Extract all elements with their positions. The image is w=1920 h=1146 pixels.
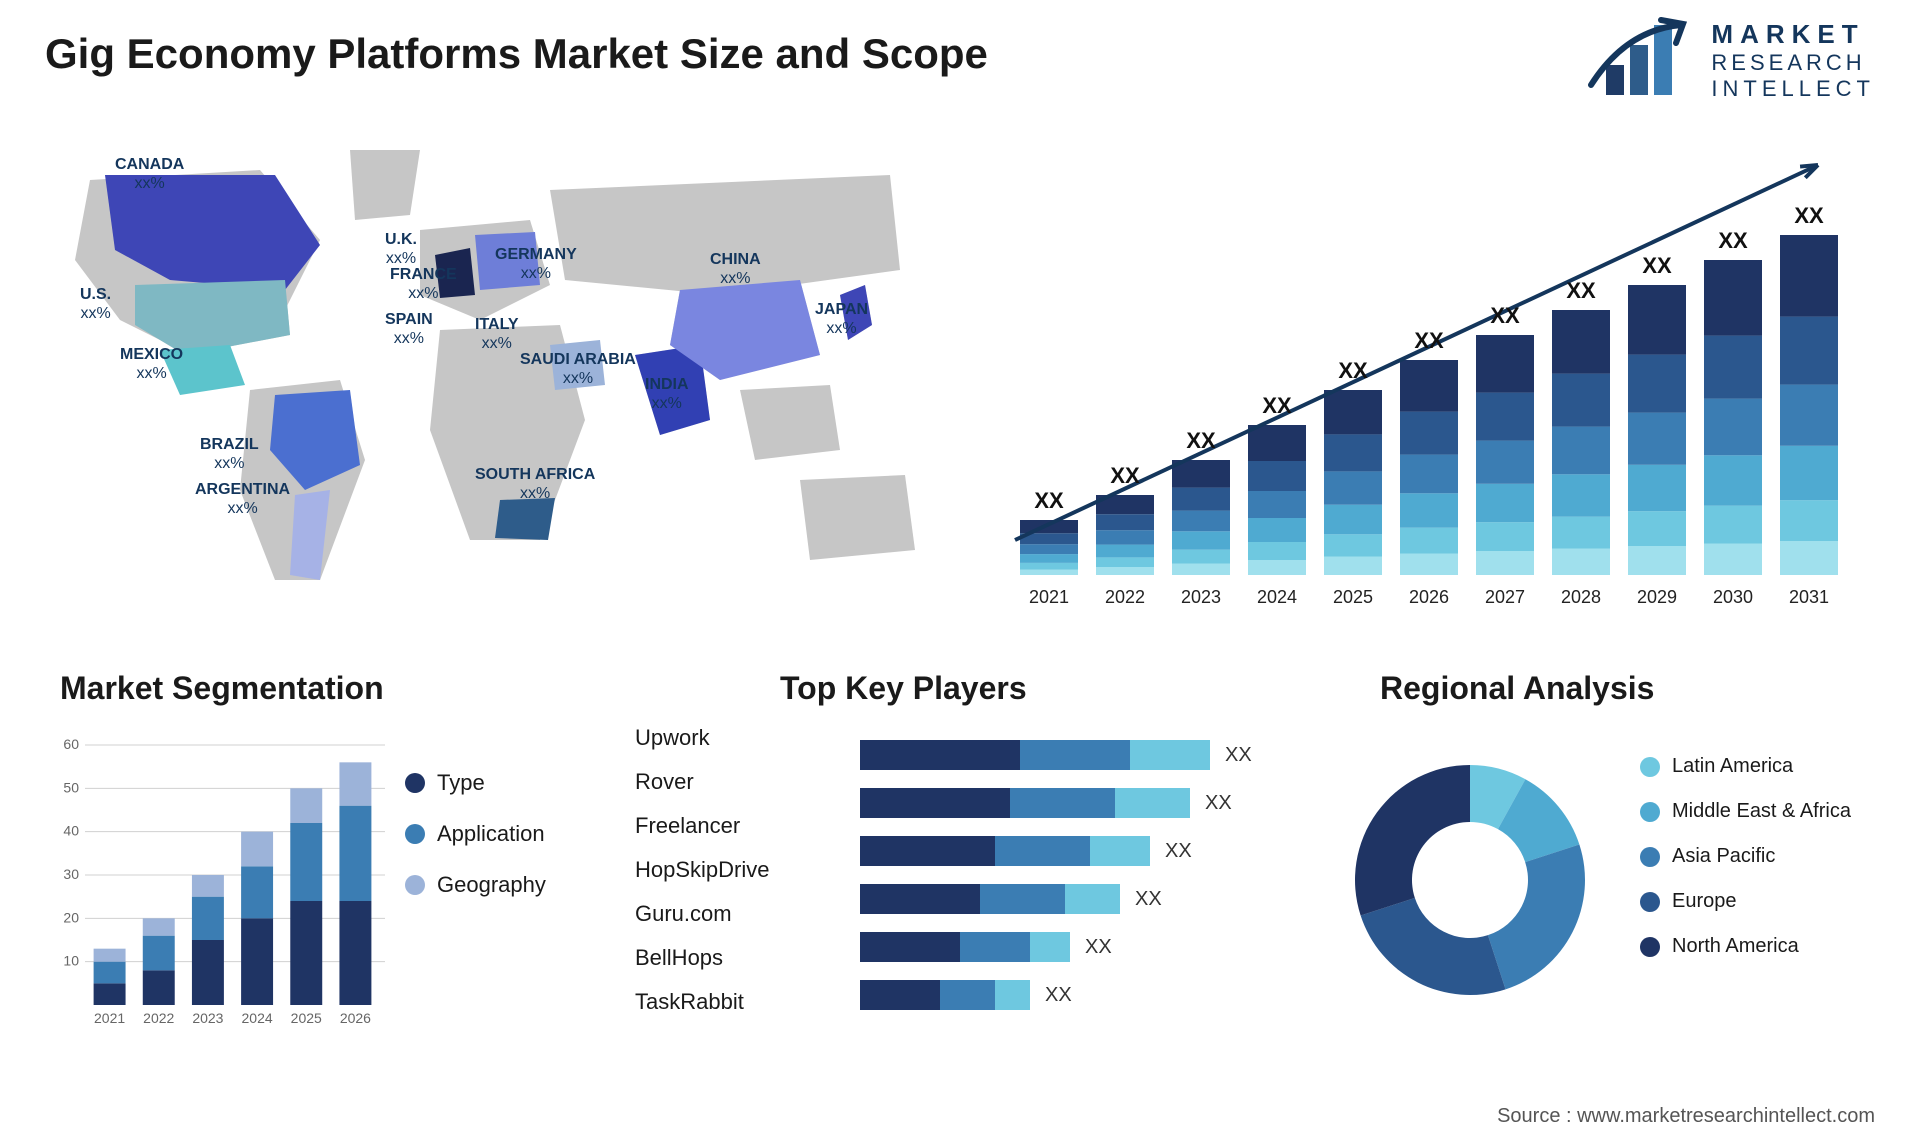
source-attribution: Source : www.marketresearchintellect.com (1497, 1105, 1875, 1128)
map-label: INDIAxx% (645, 375, 689, 413)
svg-text:2022: 2022 (1105, 587, 1145, 607)
segmentation-heading: Market Segmentation (60, 670, 384, 707)
logo-icon (1586, 15, 1696, 105)
svg-text:2031: 2031 (1789, 587, 1829, 607)
regional-heading: Regional Analysis (1380, 670, 1654, 707)
svg-text:2026: 2026 (340, 1010, 371, 1026)
logo-line2: RESEARCH (1711, 50, 1875, 76)
player-name: Guru.com (635, 901, 770, 927)
legend-item: Latin America (1640, 755, 1851, 778)
player-bar: XX (860, 788, 1280, 818)
svg-text:XX: XX (1794, 203, 1824, 228)
map-label: GERMANYxx% (495, 245, 577, 283)
world-map: CANADAxx% U.S.xx% MEXICOxx% BRAZILxx% ARGENT… (20, 120, 940, 620)
map-label: SAUDI ARABIAxx% (520, 350, 636, 388)
legend-item: Middle East & Africa (1640, 800, 1851, 823)
legend-item: Application (405, 821, 546, 847)
svg-text:2022: 2022 (143, 1010, 174, 1026)
player-name: Rover (635, 769, 770, 795)
svg-text:XX: XX (1718, 228, 1748, 253)
svg-text:2030: 2030 (1713, 587, 1753, 607)
segmentation-chart: 10 20 30 40 50 60 2021 2022 2023 2024 2025 2026 (50, 735, 390, 1035)
map-label: SPAINxx% (385, 310, 433, 348)
map-label: CHINAxx% (710, 250, 761, 288)
svg-text:XX: XX (1414, 328, 1444, 353)
svg-text:XX: XX (1642, 253, 1672, 278)
svg-text:2025: 2025 (291, 1010, 322, 1026)
map-label: U.S.xx% (80, 285, 111, 323)
legend-item: Asia Pacific (1640, 845, 1851, 868)
player-bar: XX (860, 932, 1280, 962)
svg-text:10: 10 (63, 953, 79, 969)
players-heading: Top Key Players (780, 670, 1027, 707)
regional-donut (1330, 740, 1610, 1020)
players-bar-chart: XX XX XX XX XX XX (860, 740, 1280, 1010)
svg-text:XX: XX (1490, 303, 1520, 328)
svg-text:2021: 2021 (94, 1010, 125, 1026)
map-label: ITALYxx% (475, 315, 519, 353)
svg-text:40: 40 (63, 823, 79, 839)
player-name: Freelancer (635, 813, 770, 839)
svg-text:XX: XX (1262, 393, 1292, 418)
svg-text:2026: 2026 (1409, 587, 1449, 607)
player-name: Upwork (635, 725, 770, 751)
map-label: SOUTH AFRICAxx% (475, 465, 595, 503)
page-title: Gig Economy Platforms Market Size and Sc… (45, 30, 988, 78)
logo-line1: MARKET (1711, 19, 1875, 50)
legend-item: Geography (405, 872, 546, 898)
svg-text:2025: 2025 (1333, 587, 1373, 607)
player-bar: XX (860, 980, 1280, 1010)
map-label: BRAZILxx% (200, 435, 259, 473)
market-size-chart: 2021 XX 2022 XX 2023 XX 2024 XX 2025 XX 2026 XX 2027… (1005, 145, 1860, 615)
svg-text:2027: 2027 (1485, 587, 1525, 607)
player-bar: XX (860, 884, 1280, 914)
map-label: CANADAxx% (115, 155, 184, 193)
svg-text:XX: XX (1186, 428, 1216, 453)
svg-text:XX: XX (1110, 463, 1140, 488)
players-list: Upwork Rover Freelancer HopSkipDrive Guru.co… (635, 725, 770, 1015)
legend-item: Type (405, 770, 546, 796)
svg-text:60: 60 (63, 736, 79, 752)
player-name: BellHops (635, 945, 770, 971)
svg-text:2029: 2029 (1637, 587, 1677, 607)
brand-logo: MARKET RESEARCH INTELLECT (1586, 15, 1875, 105)
player-name: TaskRabbit (635, 989, 770, 1015)
svg-text:2028: 2028 (1561, 587, 1601, 607)
map-label: ARGENTINAxx% (195, 480, 290, 518)
svg-text:20: 20 (63, 909, 79, 925)
svg-text:XX: XX (1338, 358, 1368, 383)
segmentation-legend: Type Application Geography (405, 770, 546, 898)
player-name: HopSkipDrive (635, 857, 770, 883)
map-label: MEXICOxx% (120, 345, 183, 383)
logo-line3: INTELLECT (1711, 76, 1875, 102)
svg-text:2024: 2024 (1257, 587, 1297, 607)
regional-legend: Latin America Middle East & Africa Asia Pa… (1640, 755, 1851, 958)
svg-text:XX: XX (1034, 488, 1064, 513)
svg-text:2023: 2023 (1181, 587, 1221, 607)
svg-text:2021: 2021 (1029, 587, 1069, 607)
map-label: U.K.xx% (385, 230, 417, 268)
player-bar: XX (860, 740, 1280, 770)
svg-text:30: 30 (63, 866, 79, 882)
map-label: FRANCExx% (390, 265, 457, 303)
legend-item: North America (1640, 935, 1851, 958)
svg-text:2023: 2023 (192, 1010, 223, 1026)
player-bar: XX (860, 836, 1280, 866)
map-label: JAPANxx% (815, 300, 868, 338)
svg-text:50: 50 (63, 779, 79, 795)
svg-text:XX: XX (1566, 278, 1596, 303)
legend-item: Europe (1640, 890, 1851, 913)
svg-text:2024: 2024 (242, 1010, 273, 1026)
